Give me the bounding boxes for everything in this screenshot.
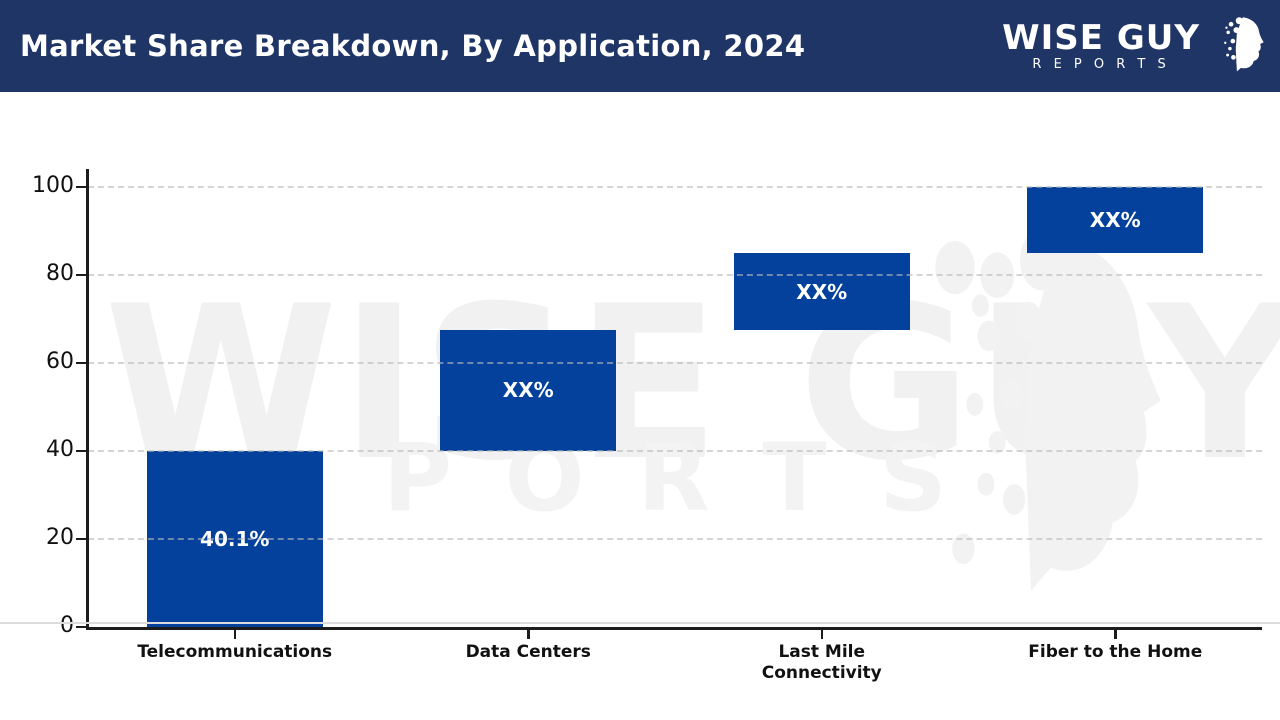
category-label: Fiber to the Home — [1028, 642, 1203, 662]
bar-4: XX% — [1027, 187, 1204, 253]
category-label: Last Mile Connectivity — [761, 642, 882, 684]
header: Market Share Breakdown, By Application, … — [0, 0, 1280, 92]
y-tick-mark — [76, 361, 86, 365]
bar-3: XX% — [733, 253, 910, 330]
x-tick-mark — [1114, 629, 1117, 639]
y-tick-mark — [76, 625, 86, 629]
x-tick-mark — [527, 629, 530, 639]
page-bottom-divider — [0, 622, 1280, 624]
y-tick-label: 20 — [46, 525, 74, 550]
x-tick-mark — [820, 629, 823, 639]
y-tick-label: 80 — [46, 261, 74, 286]
bar-value-label: XX% — [502, 378, 554, 403]
gridline-20 — [88, 538, 1262, 540]
y-axis-line — [86, 169, 89, 630]
logo-wordmark: WISE GUY — [1002, 18, 1200, 58]
y-tick-mark — [76, 449, 86, 453]
x-tick-mark — [233, 629, 236, 639]
watermark-head-icon — [862, 222, 1172, 606]
y-tick-mark — [76, 273, 86, 277]
gridline-60 — [88, 362, 1262, 364]
y-tick-label: 0 — [60, 613, 74, 638]
gridline-80 — [88, 274, 1262, 276]
y-tick-label: 40 — [46, 437, 74, 462]
y-tick-label: 60 — [46, 349, 74, 374]
page-title: Market Share Breakdown, By Application, … — [20, 29, 806, 63]
logo-head-icon — [1202, 4, 1266, 88]
chart-area: WISE GUY P O R T S 0 20 40 60 80 100 40.1% Tele… — [0, 92, 1280, 720]
logo-text: WISE GUY R E P O R T S — [1002, 21, 1200, 71]
y-tick-label: 100 — [32, 173, 74, 198]
gridline-100 — [88, 186, 1262, 188]
bar-value-label: XX% — [1089, 208, 1141, 232]
category-label: Telecommunications — [137, 642, 333, 662]
category-label: Data Centers — [465, 642, 591, 662]
wise-guy-reports-logo: WISE GUY R E P O R T S — [1002, 4, 1266, 88]
bar-value-label: XX% — [796, 279, 848, 304]
x-axis-line — [86, 627, 1262, 630]
gridline-40 — [88, 450, 1262, 452]
y-tick-mark — [76, 537, 86, 541]
bar-2: XX% — [440, 330, 617, 451]
logo-subtitle: R E P O R T S — [1032, 57, 1170, 72]
y-tick-mark — [76, 185, 86, 189]
